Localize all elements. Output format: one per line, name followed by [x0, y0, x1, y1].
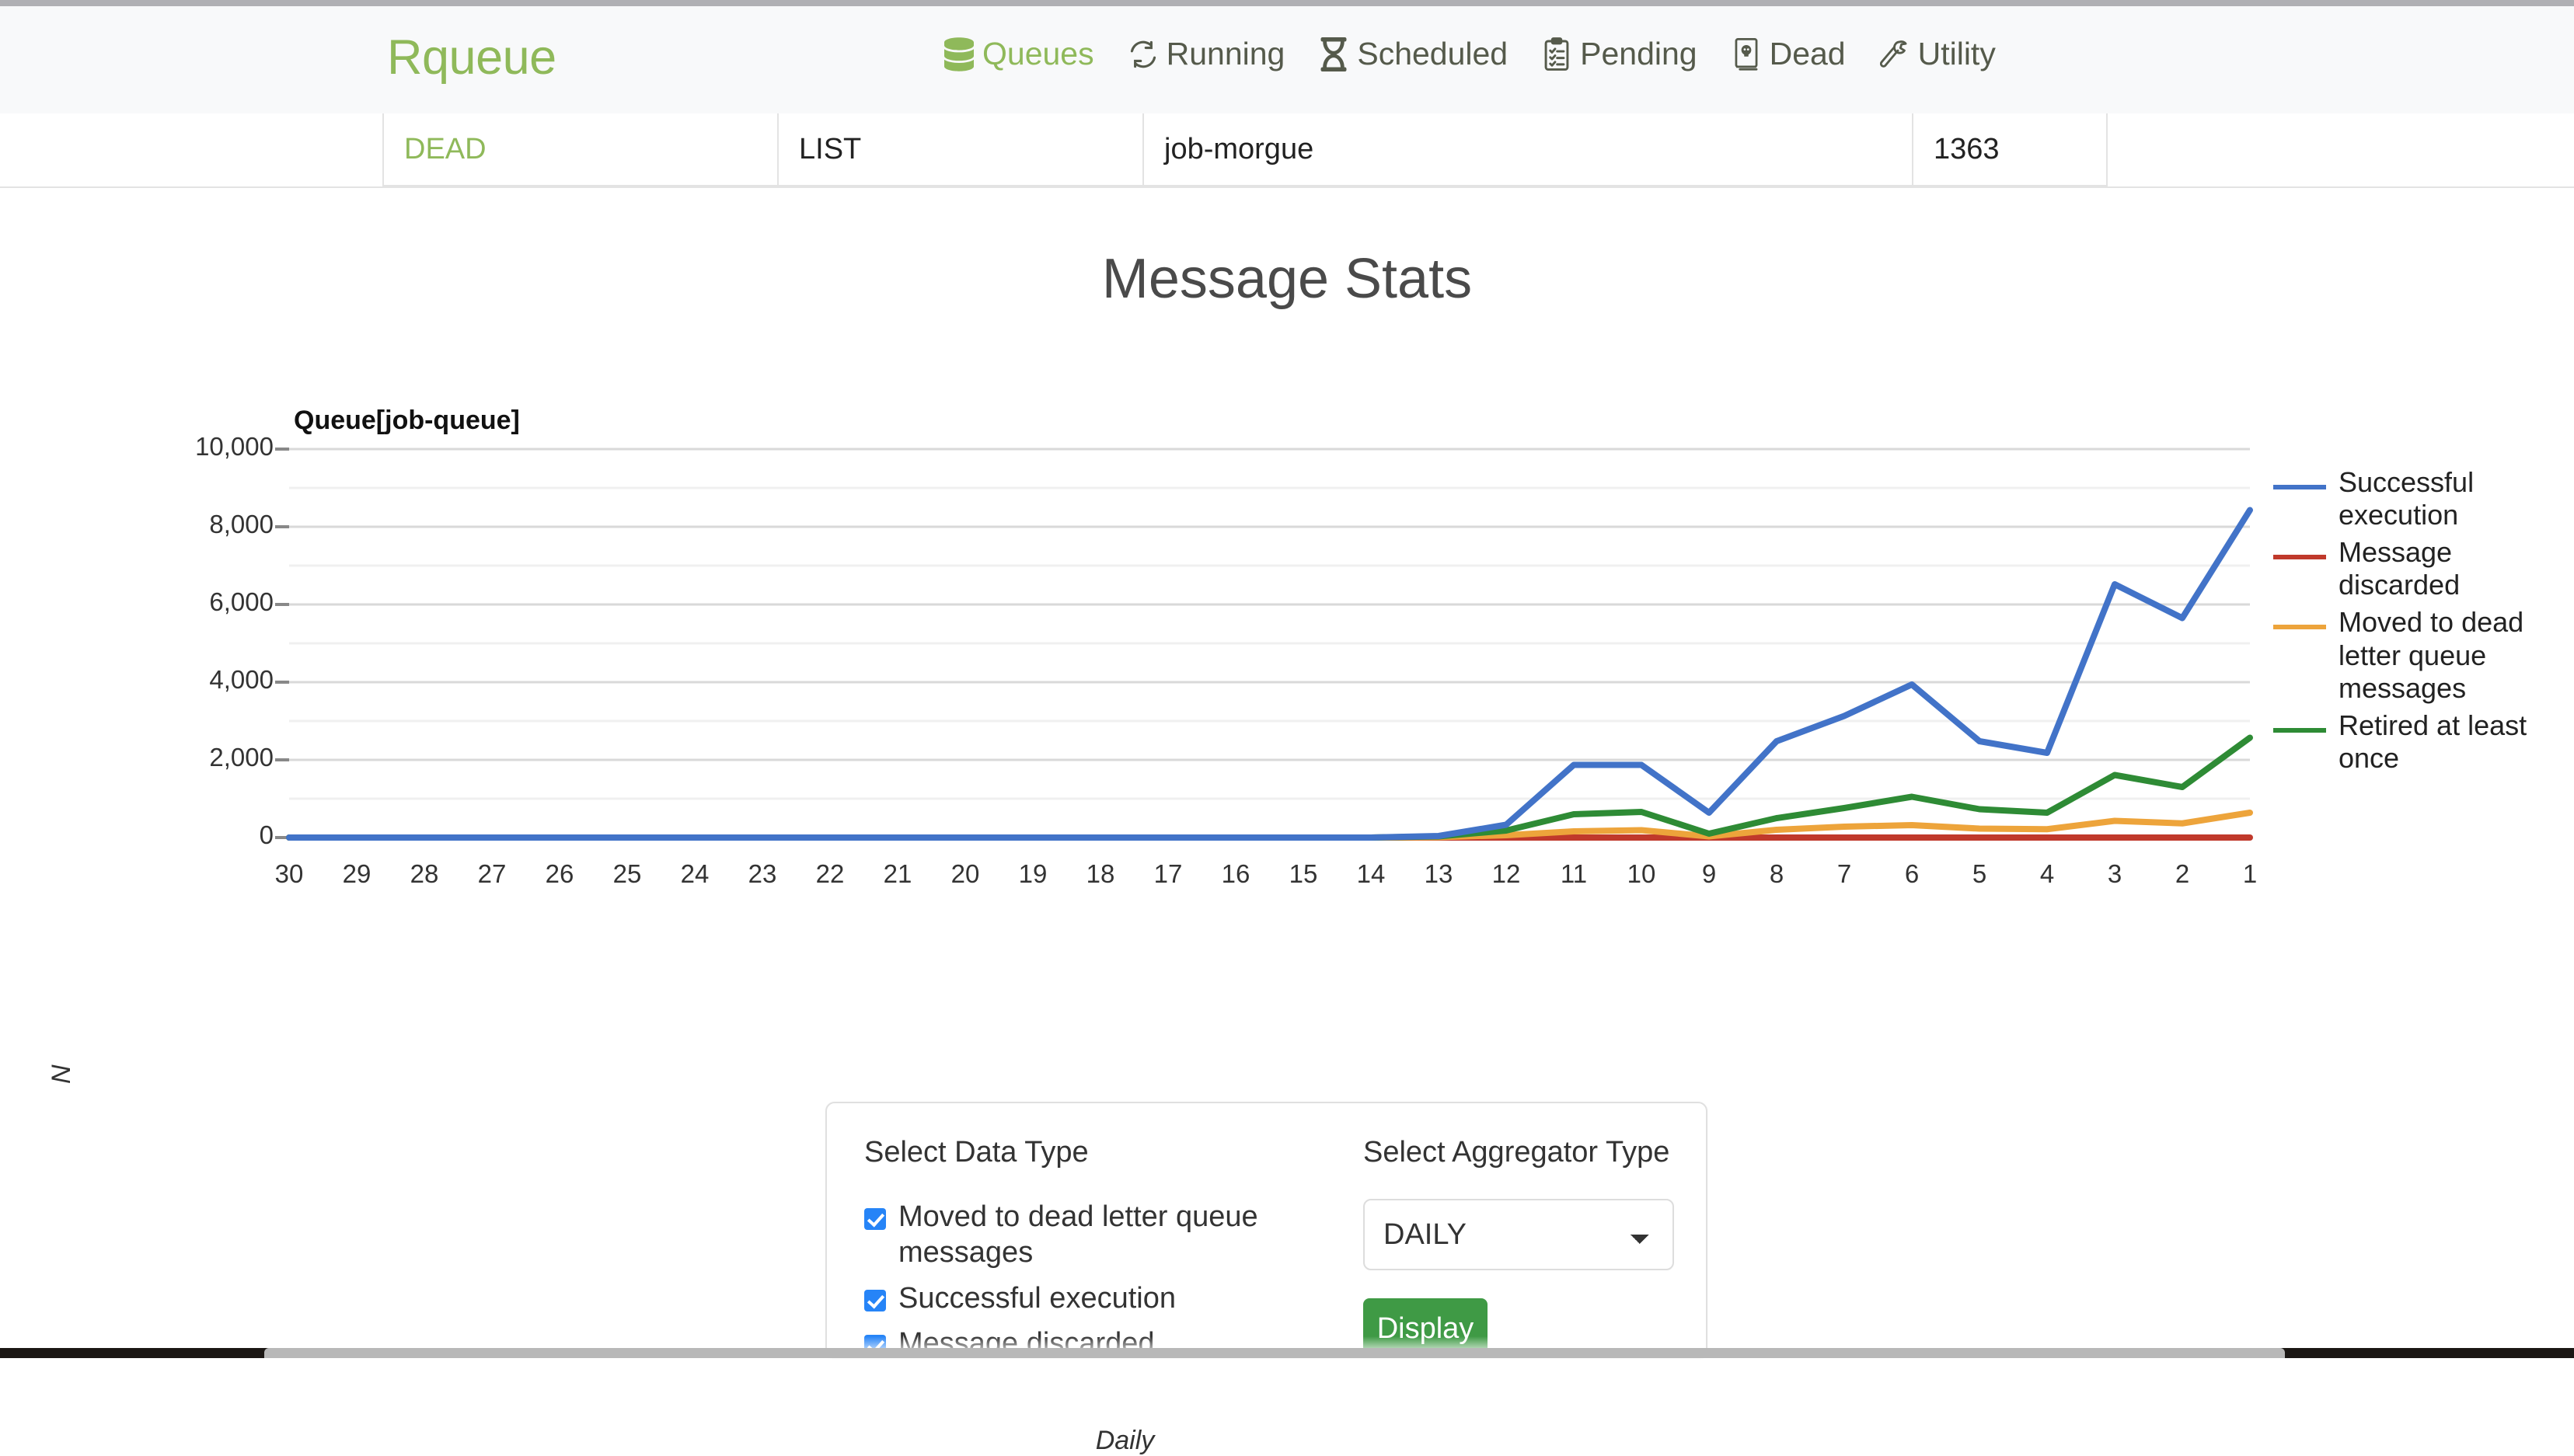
- table-row[interactable]: DEAD LIST job-morgue 1363: [382, 113, 2108, 186]
- chart-x-tick-label: 18: [1086, 859, 1115, 888]
- legend-item[interactable]: Successful execution: [2273, 466, 2569, 531]
- queue-type-link[interactable]: DEAD: [404, 132, 487, 165]
- chart-x-tick-label: 20: [950, 859, 980, 888]
- cell-data-structure: LIST: [779, 113, 1144, 185]
- page-title: Message Stats: [1101, 248, 1473, 310]
- aggregator-heading: Select Aggregator Type: [1363, 1136, 1670, 1169]
- chart-y-tick-label: 10,000: [195, 432, 274, 461]
- chart-y-tick-label: 8,000: [209, 510, 274, 538]
- chart-x-tick-label: 4: [2039, 859, 2055, 888]
- sync-icon: [1128, 37, 1158, 71]
- cell-queue-name: job-morgue: [1144, 113, 1913, 185]
- legend-color-swatch: [2273, 485, 2326, 489]
- nav-item-dead[interactable]: Dead: [1732, 36, 1846, 72]
- chart-x-tick-label: 21: [883, 859, 912, 888]
- chart-x-axis-label: Daily: [1095, 1426, 1155, 1455]
- chart-x-tick-label: 2: [2175, 859, 2190, 888]
- chart-x-tick-label: 14: [1356, 859, 1386, 888]
- chart-x-tick-label: 11: [1560, 859, 1588, 888]
- chart-y-tick-label: 2,000: [209, 743, 274, 772]
- chart-x-tick-label: 19: [1018, 859, 1048, 888]
- nav-item-label: Scheduled: [1357, 36, 1508, 71]
- data-type-checkbox-list: Moved to dead letter queue messages Succe…: [864, 1199, 1362, 1357]
- chart-x-tick-label: 17: [1153, 859, 1183, 888]
- nav-item-queues[interactable]: Queues: [944, 36, 1094, 72]
- chart-controls-panel: Select Data Type Moved to dead letter qu…: [825, 1102, 1707, 1358]
- legend-color-swatch: [2273, 625, 2326, 630]
- nav-item-label: Running: [1166, 36, 1285, 71]
- chart-x-tick-label: 5: [1972, 859, 1987, 888]
- chart-x-tick-label: 23: [748, 859, 777, 888]
- legend-item[interactable]: Retired at least once: [2273, 709, 2569, 775]
- chart-title: Queue[job-queue]: [294, 406, 520, 435]
- queue-table: DEAD LIST job-morgue 1363: [0, 113, 2574, 199]
- chart-plot: [275, 448, 2253, 841]
- chart-x-tick-label: 7: [1836, 859, 1852, 888]
- data-type-checkbox-row[interactable]: Successful execution: [864, 1280, 1362, 1316]
- nav-item-pending[interactable]: Pending: [1542, 36, 1697, 72]
- chart-legend: Successful execution Message discarded Mov…: [2273, 466, 2569, 779]
- nav-item-label: Pending: [1580, 36, 1697, 71]
- chart-x-tick-label: 25: [612, 859, 642, 888]
- chart-y-tick-label: 4,000: [209, 665, 274, 694]
- window-top-edge: [0, 0, 2574, 6]
- data-type-checkbox-row[interactable]: Moved to dead letter queue messages: [864, 1199, 1362, 1271]
- chart-x-tick-label: 12: [1491, 859, 1521, 888]
- navbar: Rqueue Queues Running Schedu: [0, 6, 2574, 113]
- chart-x-tick-label: 27: [477, 859, 507, 888]
- brand-logo[interactable]: Rqueue: [387, 30, 556, 85]
- cell-queue-size: 1363: [1913, 113, 2108, 185]
- legend-label: Moved to dead letter queue messages: [2339, 606, 2524, 704]
- data-type-heading: Select Data Type: [864, 1136, 1089, 1169]
- clipboard-check-icon: [1542, 37, 1571, 71]
- aggregator-select[interactable]: DAILYWEEKLYMONTHLY: [1363, 1199, 1674, 1270]
- book-skull-icon: [1732, 37, 1761, 71]
- checkbox-checked-icon[interactable]: [864, 1289, 886, 1311]
- desktop-bottom-edge: [0, 1348, 2574, 1358]
- chart-x-tick-label: 3: [2107, 859, 2122, 888]
- chart-x-tick-label: 10: [1627, 859, 1656, 888]
- legend-color-swatch: [2273, 727, 2326, 733]
- chart-x-tick-label: 15: [1289, 859, 1318, 888]
- hourglass-icon: [1319, 37, 1348, 71]
- aggregator-column: Select Aggregator Type DAILYWEEKLYMONTHL…: [1363, 1136, 1690, 1357]
- nav-item-scheduled[interactable]: Scheduled: [1319, 36, 1508, 72]
- checkbox-checked-icon[interactable]: [864, 1208, 886, 1230]
- chart-x-tick-label: 22: [815, 859, 845, 888]
- nav-links: Queues Running Scheduled: [944, 36, 2030, 72]
- message-stats-chart: Queue[job-queue] N Daily 0 2,000 4,000 6,00…: [0, 388, 2574, 1455]
- chart-x-tick-label: 24: [680, 859, 710, 888]
- chart-x-tick-label: 28: [410, 859, 439, 888]
- chart-x-tick-label: 6: [1904, 859, 1920, 888]
- legend-item[interactable]: Moved to dead letter queue messages: [2273, 606, 2569, 704]
- legend-color-swatch: [2273, 555, 2326, 560]
- data-type-column: Select Data Type Moved to dead letter qu…: [864, 1136, 1362, 1357]
- nav-item-running[interactable]: Running: [1128, 36, 1285, 72]
- nav-item-utility[interactable]: Utility: [1879, 36, 1996, 72]
- chart-y-tick-label: 0: [259, 820, 274, 849]
- database-icon: [944, 37, 974, 71]
- chart-x-tick-label: 1: [2242, 859, 2258, 888]
- cell-queue-type: DEAD: [382, 113, 779, 185]
- checkbox-label: Moved to dead letter queue messages: [898, 1200, 1258, 1270]
- legend-label: Successful execution: [2339, 466, 2475, 531]
- chart-x-tick-label: 30: [274, 859, 304, 888]
- chart-x-tick-label: 13: [1424, 859, 1453, 888]
- chart-x-tick-label: 16: [1221, 859, 1250, 888]
- chart-x-tick-label: 29: [342, 859, 371, 888]
- table-bottom-rule: [0, 186, 2574, 188]
- legend-label: Retired at least once: [2339, 709, 2527, 774]
- chart-x-tick-label: 8: [1769, 859, 1784, 888]
- legend-item[interactable]: Message discarded: [2273, 536, 2569, 601]
- checkbox-label: Successful execution: [898, 1281, 1176, 1315]
- nav-item-label: Utility: [1917, 36, 1996, 71]
- chart-x-tick-label: 9: [1701, 859, 1717, 888]
- window-bottom-strip: [264, 1348, 2285, 1358]
- legend-label: Message discarded: [2339, 536, 2461, 601]
- chart-x-tick-label: 26: [545, 859, 574, 888]
- nav-item-label: Dead: [1769, 36, 1846, 71]
- wrench-icon: [1879, 37, 1910, 71]
- chart-y-tick-label: 6,000: [209, 587, 274, 616]
- nav-item-label: Queues: [982, 36, 1094, 71]
